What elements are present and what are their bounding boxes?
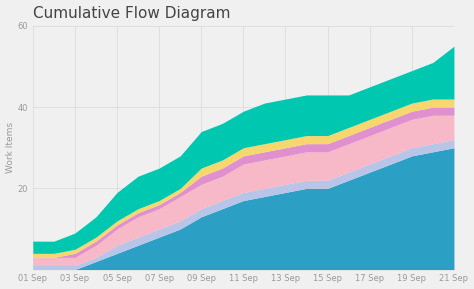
Y-axis label: Work Items: Work Items (6, 122, 15, 173)
Text: Cumulative Flow Diagram: Cumulative Flow Diagram (33, 5, 230, 21)
